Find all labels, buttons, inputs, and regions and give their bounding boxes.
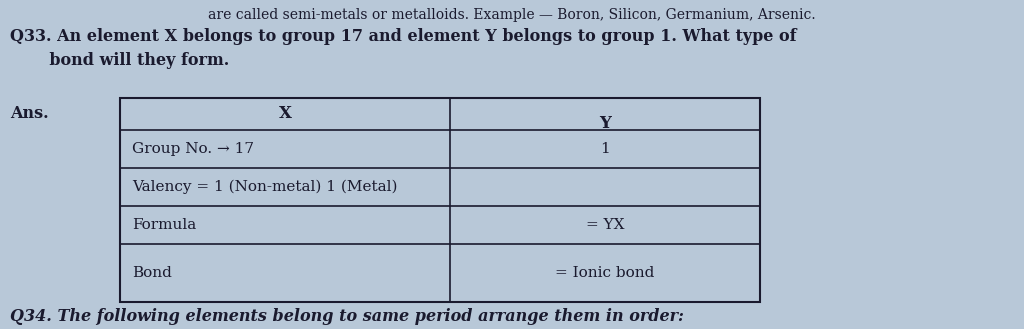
Text: Y: Y (599, 115, 611, 133)
Text: Formula: Formula (132, 218, 197, 232)
Text: X: X (279, 106, 292, 122)
Text: = Ionic bond: = Ionic bond (555, 266, 654, 280)
Text: are called semi-metals or metalloids. Example — Boron, Silicon, Germanium, Arsen: are called semi-metals or metalloids. Ex… (208, 8, 816, 22)
Text: Bond: Bond (132, 266, 172, 280)
Text: Ans.: Ans. (10, 106, 48, 122)
Text: bond will they form.: bond will they form. (10, 52, 229, 69)
Bar (120, 98, 760, 302)
Text: = YX: = YX (586, 218, 625, 232)
Text: Valency = 1 (Non-metal) 1 (Metal): Valency = 1 (Non-metal) 1 (Metal) (132, 180, 397, 194)
Text: Group No. → 17: Group No. → 17 (132, 142, 254, 156)
Text: Q33. An element X belongs to group 17 and element Y belongs to group 1. What typ: Q33. An element X belongs to group 17 an… (10, 28, 797, 45)
Text: 1: 1 (600, 142, 610, 156)
Text: Q34. The following elements belong to same period arrange them in order:: Q34. The following elements belong to sa… (10, 308, 684, 325)
